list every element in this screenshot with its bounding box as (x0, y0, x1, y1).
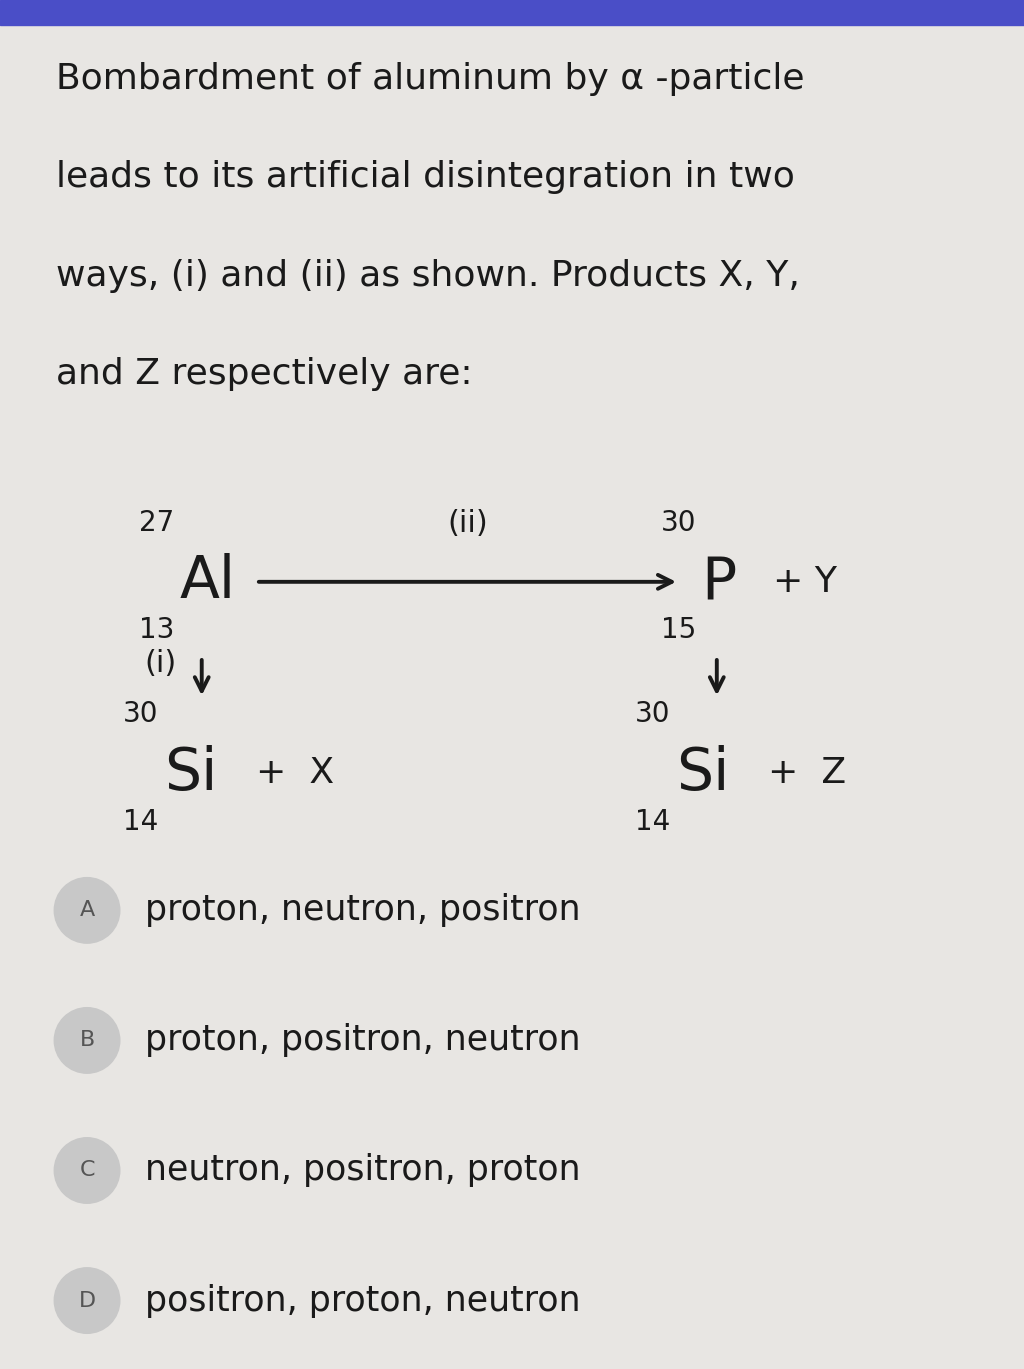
Text: + Y: + Y (773, 565, 838, 598)
Text: Al: Al (179, 553, 236, 611)
Text: positron, proton, neutron: positron, proton, neutron (145, 1284, 581, 1317)
Text: proton, positron, neutron: proton, positron, neutron (145, 1024, 581, 1057)
Ellipse shape (54, 878, 120, 943)
Ellipse shape (54, 1008, 120, 1073)
Text: (i): (i) (144, 649, 176, 679)
Text: B: B (80, 1031, 94, 1050)
Text: 30: 30 (123, 701, 159, 728)
Text: (ii): (ii) (447, 509, 487, 538)
Text: leads to its artificial disintegration in two: leads to its artificial disintegration i… (56, 160, 796, 194)
Text: +  X: + X (256, 757, 334, 790)
Text: 30: 30 (635, 701, 671, 728)
Text: 15: 15 (662, 616, 696, 643)
Ellipse shape (54, 1268, 120, 1333)
Text: ways, (i) and (ii) as shown. Products X, Y,: ways, (i) and (ii) as shown. Products X,… (56, 259, 800, 293)
Bar (0, 0, 1024, 25)
Ellipse shape (54, 1138, 120, 1203)
Text: Bombardment of aluminum by α -particle: Bombardment of aluminum by α -particle (56, 62, 805, 96)
Text: P: P (701, 553, 736, 611)
Text: 14: 14 (124, 808, 159, 835)
Text: neutron, positron, proton: neutron, positron, proton (145, 1154, 581, 1187)
Text: 27: 27 (139, 509, 174, 537)
Text: Si: Si (164, 745, 217, 802)
Text: A: A (80, 901, 94, 920)
Text: and Z respectively are:: and Z respectively are: (56, 357, 473, 392)
Text: Si: Si (676, 745, 729, 802)
Text: 14: 14 (636, 808, 671, 835)
Text: 13: 13 (138, 616, 174, 643)
Text: D: D (79, 1291, 95, 1310)
Text: C: C (79, 1161, 95, 1180)
Text: 30: 30 (660, 509, 696, 537)
Text: proton, neutron, positron: proton, neutron, positron (145, 894, 581, 927)
Text: +  Z: + Z (768, 757, 846, 790)
